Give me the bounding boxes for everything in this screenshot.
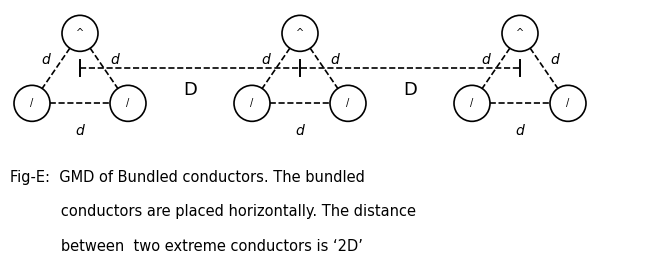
Text: ^: ^ [516,28,524,38]
Text: d: d [261,53,270,67]
Circle shape [14,85,50,121]
Text: d: d [76,124,84,138]
Text: /: / [346,98,350,108]
Circle shape [234,85,270,121]
Circle shape [454,85,490,121]
Circle shape [110,85,146,121]
Circle shape [330,85,366,121]
Text: D: D [403,81,417,99]
Text: /: / [470,98,474,108]
Text: /: / [30,98,34,108]
Text: /: / [251,98,254,108]
Text: d: d [110,53,119,67]
Text: D: D [183,81,197,99]
Text: d: d [42,53,50,67]
Text: d: d [330,53,339,67]
Text: /: / [127,98,129,108]
Circle shape [502,15,538,51]
Text: d: d [550,53,559,67]
Circle shape [62,15,98,51]
Text: /: / [566,98,570,108]
Text: Fig-E:  GMD of Bundled conductors. The bundled: Fig-E: GMD of Bundled conductors. The bu… [10,170,365,185]
Circle shape [550,85,586,121]
Text: d: d [516,124,525,138]
Text: ^: ^ [296,28,304,38]
Text: conductors are placed horizontally. The distance: conductors are placed horizontally. The … [10,204,416,219]
Circle shape [282,15,318,51]
Text: between  two extreme conductors is ‘2D’: between two extreme conductors is ‘2D’ [10,239,363,254]
Text: ^: ^ [76,28,84,38]
Text: d: d [481,53,490,67]
Text: d: d [295,124,304,138]
